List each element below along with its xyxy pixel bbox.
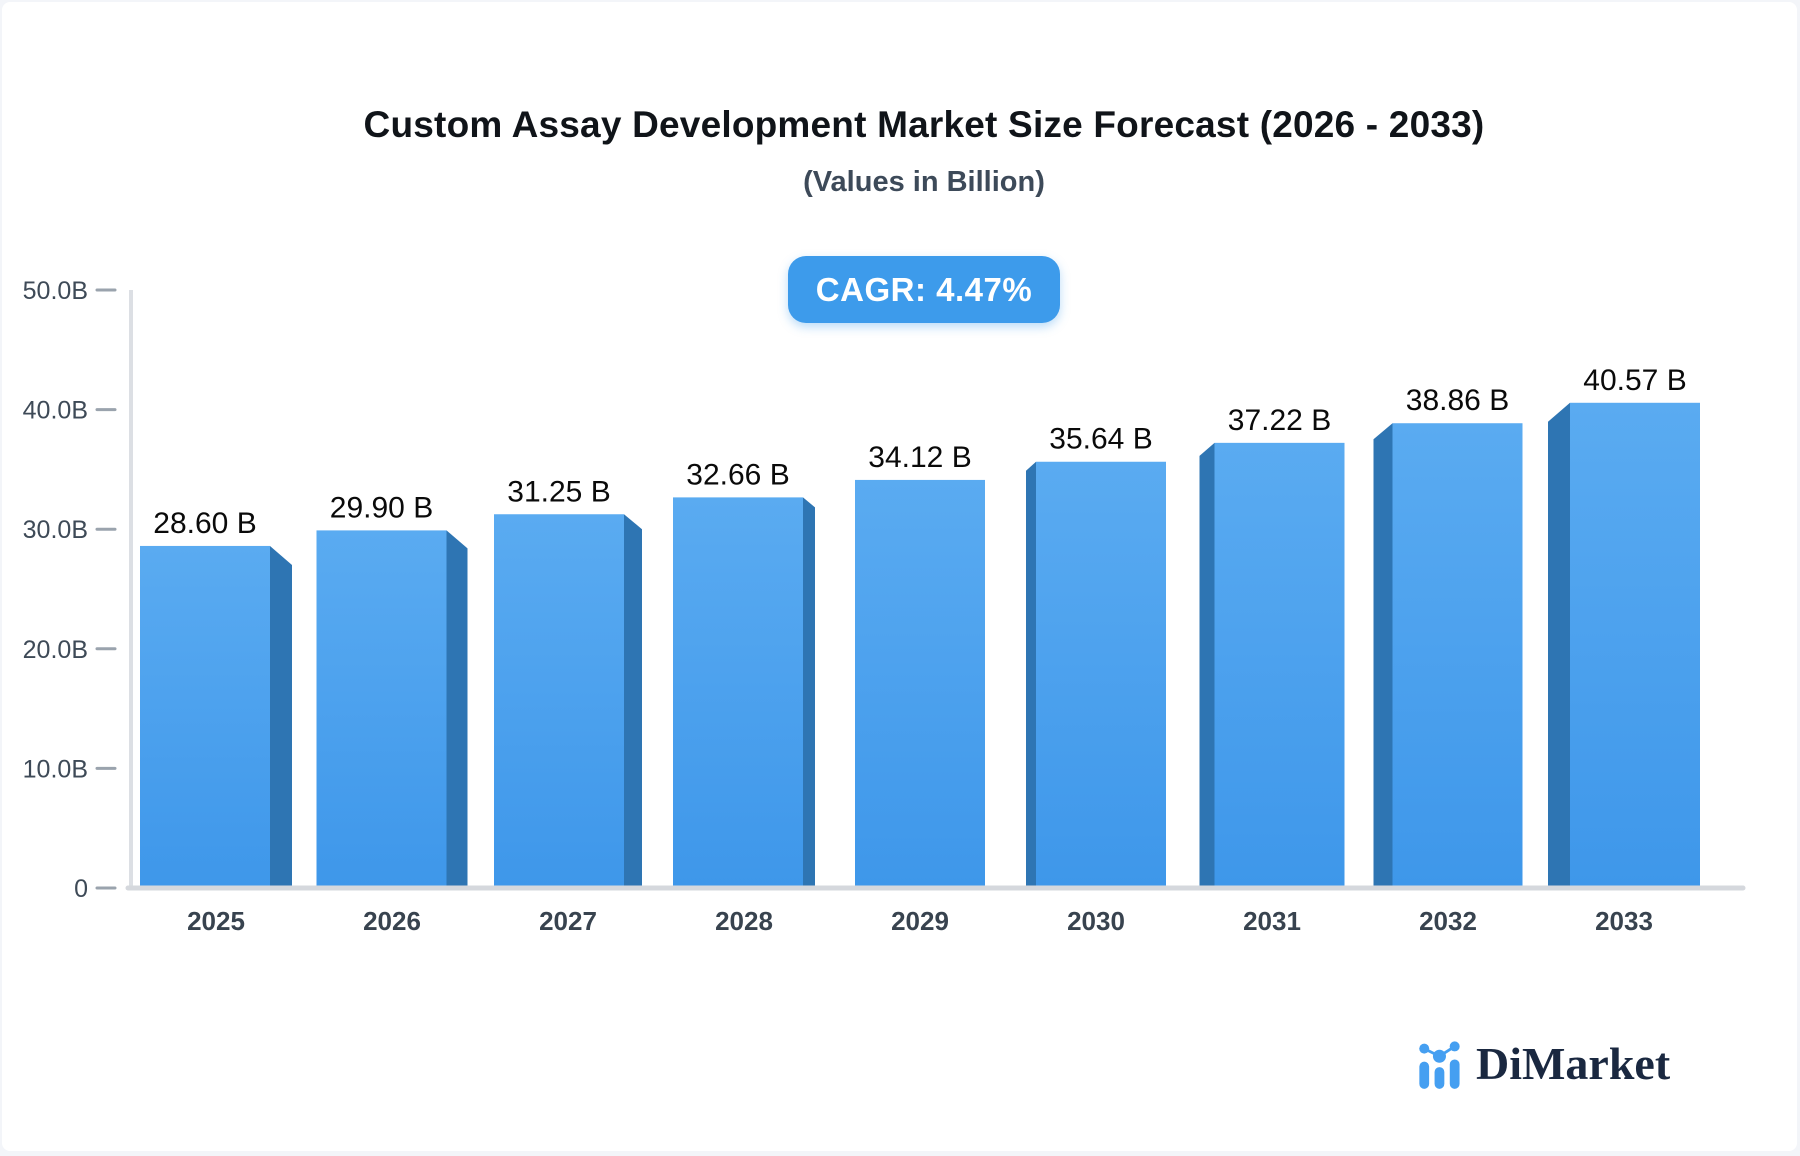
bar-2025 [140, 545, 292, 888]
bar-2028 [673, 497, 815, 888]
x-tick-label: 2026 [363, 906, 421, 936]
chart-title: Custom Assay Development Market Size For… [363, 104, 1485, 145]
y-tick-label: 30.0B [23, 516, 88, 544]
cagr-badge-label: CAGR: 4.47% [815, 270, 1033, 308]
bar-front-face [1214, 442, 1345, 888]
bar-front-face [1570, 402, 1700, 888]
cagr-badge: CAGR: 4.47% [788, 256, 1060, 323]
bar-side-face [1373, 423, 1393, 888]
bar-value-label: 28.60 B [153, 507, 256, 540]
bar-side-face [446, 530, 468, 888]
chart-subtitle: (Values in Billion) [803, 166, 1045, 198]
bar-2032 [1373, 423, 1523, 888]
bar-2026 [316, 530, 468, 888]
x-tick-label: 2028 [715, 906, 773, 936]
y-tick-label: 20.0B [23, 636, 88, 664]
bar-front-face [140, 545, 270, 888]
bar-front-face [316, 530, 447, 888]
bar-side-face [1199, 442, 1215, 888]
dimarket-logo-icon [1419, 1041, 1460, 1089]
bar-2030 [1026, 461, 1166, 888]
y-tick-label: 40.0B [23, 397, 88, 425]
x-tick-label: 2030 [1067, 906, 1125, 936]
bar-2031 [1199, 442, 1345, 888]
dimarket-logo-text: DiMarket [1476, 1038, 1671, 1089]
bar-side-face [270, 545, 292, 888]
bar-front-face [494, 514, 624, 888]
bar-front-face [673, 497, 803, 888]
x-tick-label: 2031 [1243, 906, 1301, 936]
bar-side-face [1548, 402, 1570, 888]
y-tick-label: 50.0B [23, 277, 88, 305]
x-tick-label: 2027 [539, 906, 597, 936]
bar-2027 [494, 514, 642, 888]
bar-2033 [1548, 402, 1700, 888]
bar-front-face [1036, 461, 1166, 888]
bar-value-label: 31.25 B [507, 475, 610, 508]
bar-value-label: 37.22 B [1228, 404, 1331, 437]
bar-value-label: 35.64 B [1049, 423, 1152, 456]
x-tick-label: 2033 [1595, 906, 1653, 936]
bar-side-face [1026, 461, 1036, 888]
bar-value-label: 38.86 B [1406, 384, 1509, 417]
y-tick-label: 10.0B [23, 755, 88, 783]
bar-front-face [1392, 423, 1523, 888]
bar-side-face [803, 497, 815, 888]
bar-front-face [855, 479, 985, 888]
bar-2029 [855, 479, 985, 888]
x-tick-label: 2032 [1419, 906, 1477, 936]
x-tick-label: 2029 [891, 906, 949, 936]
bar-value-label: 29.90 B [330, 491, 433, 524]
y-tick-label: 0 [74, 875, 88, 903]
bar-value-label: 40.57 B [1583, 364, 1686, 397]
bar-value-label: 34.12 B [868, 441, 971, 474]
bar-side-face [624, 514, 642, 888]
dimarket-logo: DiMarket [1416, 1036, 1670, 1096]
x-tick-label: 2025 [187, 906, 245, 936]
bar-value-label: 32.66 B [686, 458, 789, 491]
